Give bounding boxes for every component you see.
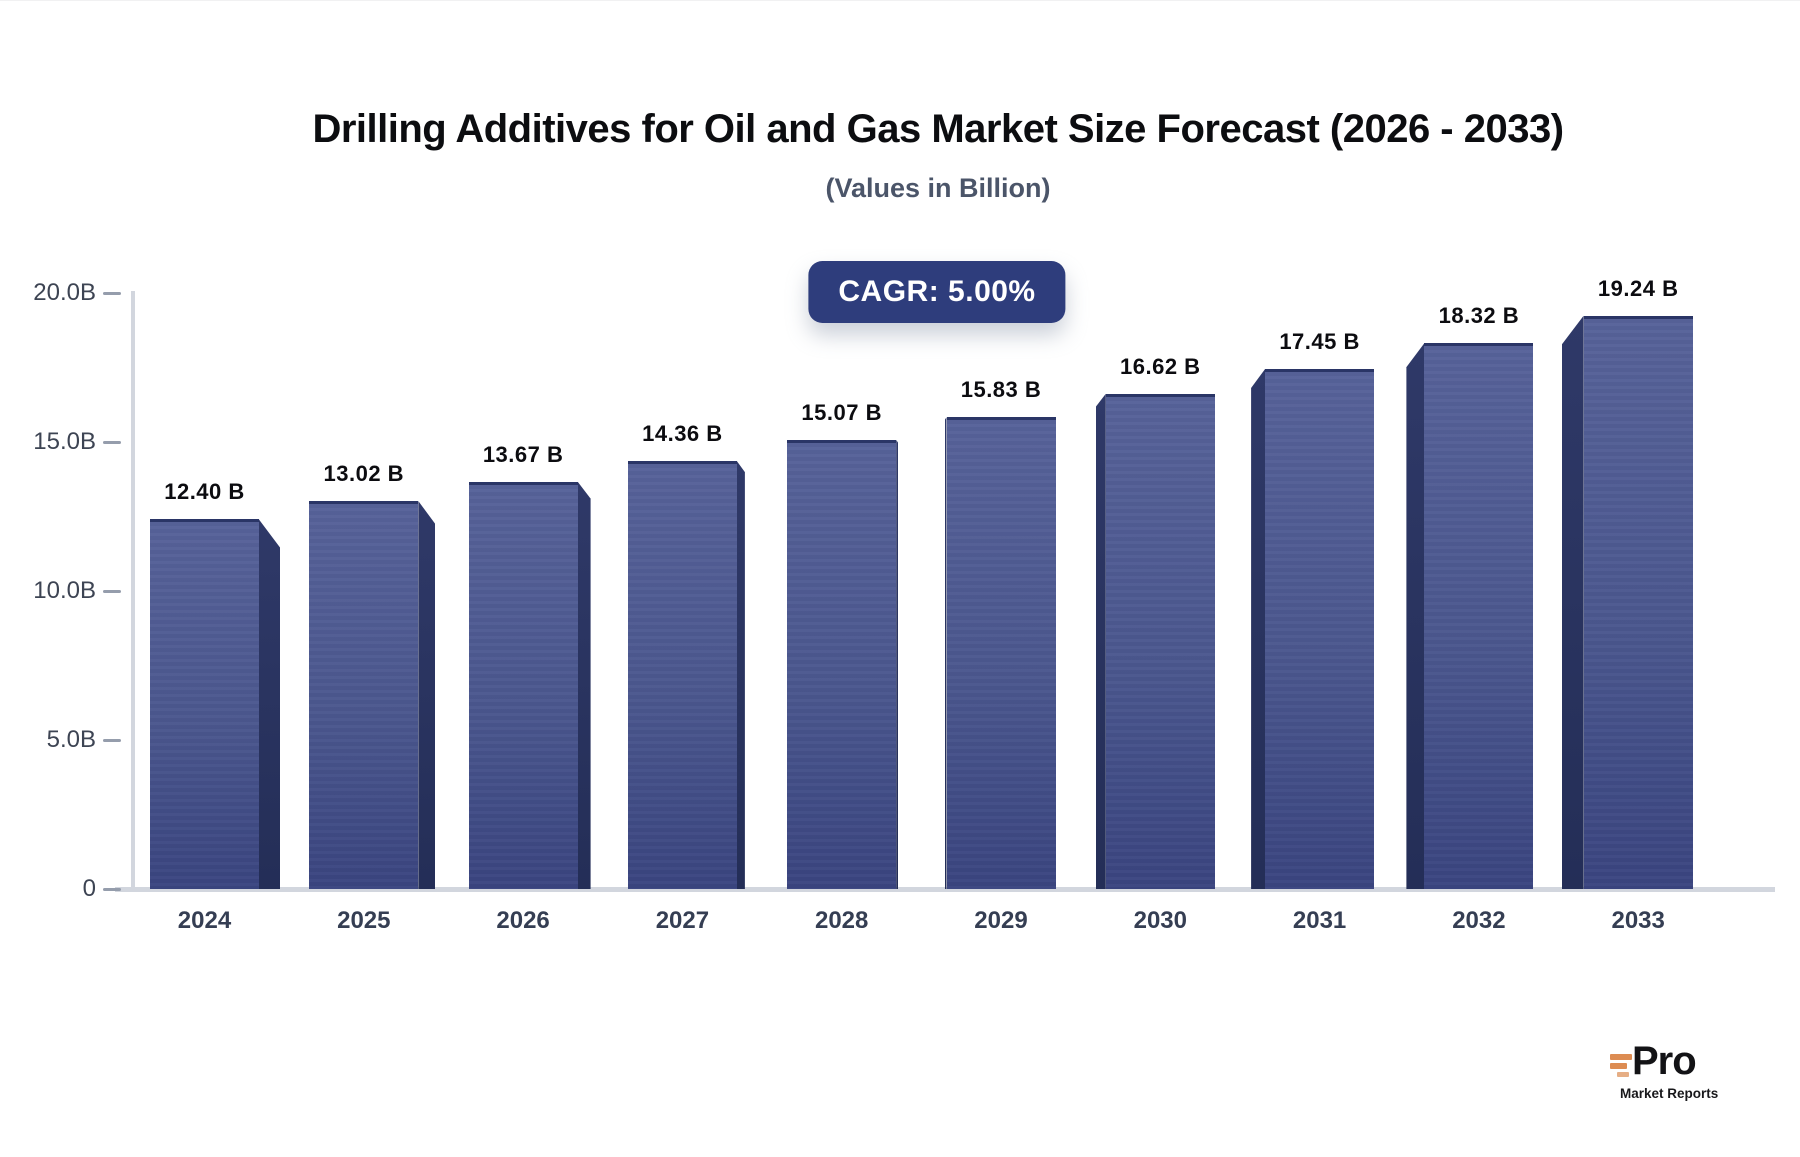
logo-name: Pro — [1632, 1039, 1697, 1083]
x-tick-label-2029: 2029 — [974, 907, 1028, 934]
bar-top-edge — [627, 461, 737, 465]
bar-2030 — [1105, 393, 1215, 889]
y-tick-mark — [103, 291, 121, 295]
cagr-badge: CAGR: 5.00% — [808, 261, 1066, 323]
bar-2027 — [627, 461, 737, 889]
bar-3d-side — [1406, 343, 1425, 889]
logo-stripe-icon — [1610, 1054, 1632, 1060]
bar-value-label: 15.07 B — [801, 399, 882, 425]
bar-top-edge — [946, 417, 1056, 421]
bar-3d-side — [944, 417, 947, 889]
logo-stripe-icon — [1610, 1063, 1627, 1069]
y-tick-label: 20.0B — [33, 279, 96, 306]
x-tick-label-2026: 2026 — [496, 907, 550, 934]
bar-value-label: 17.45 B — [1279, 328, 1360, 354]
brand-logo: Pro Market Reports — [1606, 1039, 1746, 1109]
bar-3d-side — [1095, 393, 1106, 889]
bar-3d-side — [736, 461, 745, 889]
y-tick-label: 10.0B — [33, 577, 96, 604]
bar-3d-side — [1561, 315, 1584, 889]
x-tick-label-2033: 2033 — [1611, 907, 1665, 934]
y-tick-label: 5.0B — [46, 726, 96, 753]
x-tick-label-2030: 2030 — [1133, 907, 1187, 934]
logo-stripe-icon — [1617, 1072, 1629, 1077]
y-axis-line — [131, 291, 135, 889]
bar-value-label: 16.62 B — [1120, 353, 1201, 379]
chart-subtitle: (Values in Billion) — [825, 173, 1051, 203]
bar-2032 — [1424, 343, 1534, 889]
bar-value-label: 15.83 B — [960, 377, 1042, 403]
bar-2033 — [1583, 315, 1693, 889]
y-tick-mark — [103, 738, 121, 742]
bar-3d-side — [896, 439, 899, 889]
bar-top-edge — [1583, 315, 1693, 319]
y-tick-mark — [103, 887, 121, 891]
bar-top-edge — [468, 481, 578, 485]
x-tick-label-2032: 2032 — [1452, 907, 1506, 934]
bar-top-edge — [1265, 368, 1375, 372]
y-tick-mark — [103, 589, 121, 593]
bar-top-edge — [150, 519, 259, 523]
y-tick-mark — [103, 440, 121, 444]
bar-2029 — [946, 417, 1056, 889]
x-tick-label-2024: 2024 — [177, 907, 232, 934]
bar-2026 — [468, 481, 578, 889]
x-tick-label-2028: 2028 — [814, 907, 869, 934]
y-tick-label: 0 — [82, 875, 96, 902]
bar-value-label: 13.02 B — [323, 461, 405, 486]
bar-2024 — [150, 519, 259, 889]
bar-top-edge — [1105, 393, 1215, 397]
bar-top-edge — [1424, 343, 1534, 347]
bar-value-label: 18.32 B — [1438, 303, 1520, 329]
bar-value-label: 13.67 B — [482, 441, 564, 467]
chart-title: Drilling Additives for Oil and Gas Marke… — [312, 107, 1564, 151]
bar-2028 — [787, 439, 897, 889]
bar-2031 — [1265, 368, 1375, 889]
x-tick-label-2027: 2027 — [655, 907, 710, 934]
bar-2025 — [309, 501, 419, 889]
bar-value-label: 14.36 B — [642, 421, 723, 447]
bar-top-edge — [309, 501, 419, 504]
bar-3d-side — [577, 481, 591, 889]
bar-3d-side — [259, 519, 280, 889]
y-tick-label: 15.0B — [33, 428, 96, 455]
bar-value-label: 12.40 B — [164, 479, 245, 505]
bar-value-label: 19.24 B — [1597, 275, 1679, 301]
x-axis-baseline — [115, 887, 1775, 892]
bar-3d-side — [1251, 368, 1266, 889]
bar-3d-side — [418, 501, 436, 889]
bar-top-edge — [787, 439, 897, 443]
x-tick-label-2031: 2031 — [1292, 907, 1347, 934]
x-tick-label-2025: 2025 — [337, 907, 391, 934]
logo-subtext: Market Reports — [1620, 1086, 1719, 1101]
